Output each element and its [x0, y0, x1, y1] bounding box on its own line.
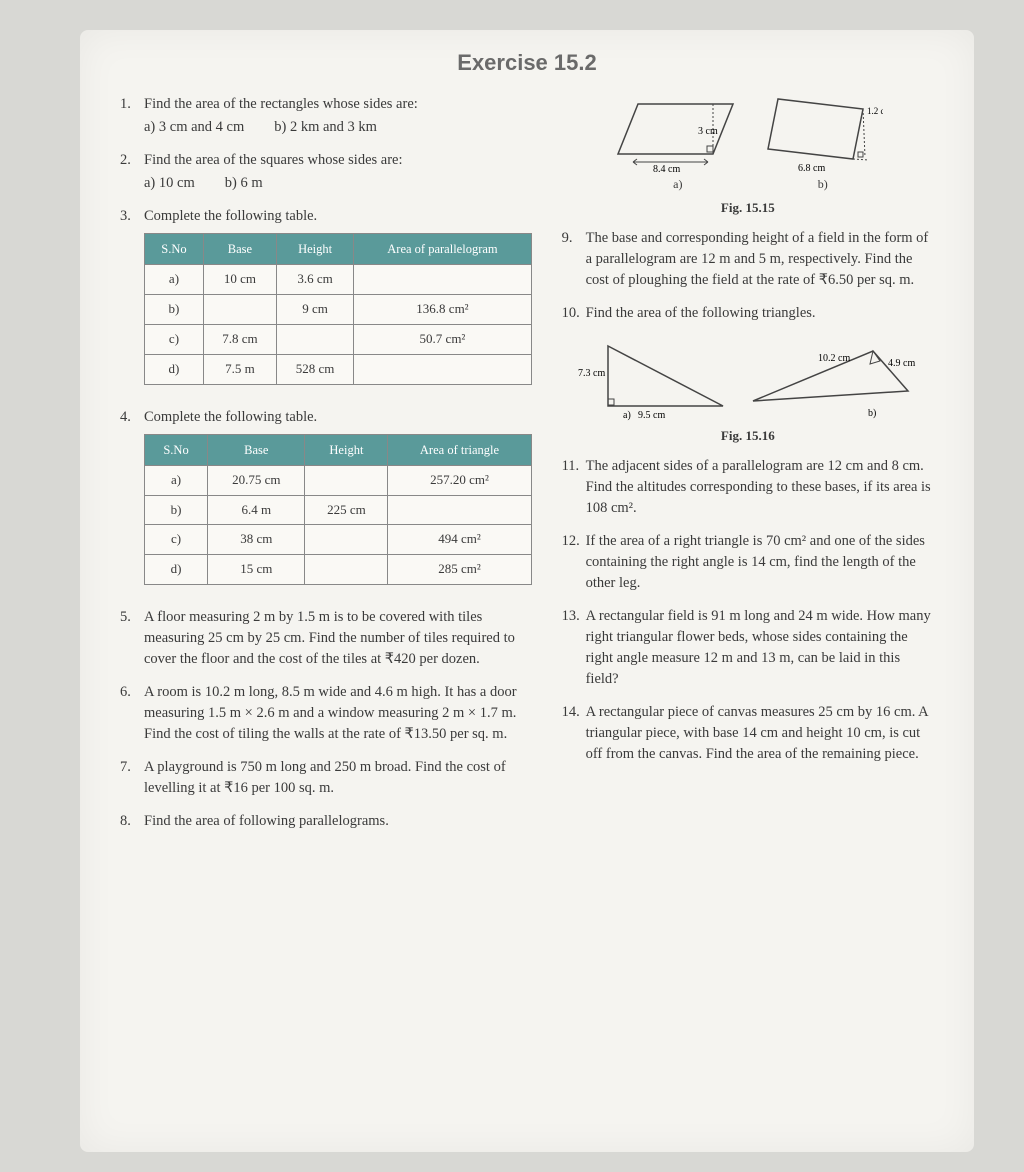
triangle-a: 7.3 cm 9.5 cm a): [578, 336, 728, 421]
q-num: 4.: [120, 407, 144, 596]
q-num: 2.: [120, 150, 144, 194]
left-column: 1. Find the area of the rectangles whose…: [120, 94, 532, 844]
q-text: A rectangular piece of canvas measures 2…: [586, 702, 934, 765]
th: S.No: [145, 234, 204, 265]
svg-text:3 cm: 3 cm: [698, 126, 718, 137]
q-num: 8.: [120, 811, 144, 832]
th: Area of parallelogram: [354, 234, 531, 265]
th: Base: [208, 434, 305, 465]
q2-a: a) 10 cm: [144, 173, 195, 194]
parallelogram-b: 1.2 cm 6.8 cm b): [763, 94, 883, 193]
question-5: 5. A floor measuring 2 m by 1.5 m is to …: [120, 607, 532, 670]
q-num: 14.: [562, 702, 586, 765]
q-text: A floor measuring 2 m by 1.5 m is to be …: [144, 607, 532, 670]
svg-text:4.9 cm: 4.9 cm: [888, 358, 915, 369]
svg-text:b): b): [868, 408, 876, 419]
table-q3: S.No Base Height Area of parallelogram a…: [144, 233, 532, 385]
parallelogram-a: 3 cm 8.4 cm a): [613, 94, 743, 193]
right-column: 3 cm 8.4 cm a) 1.2 cm 6.8 cm: [562, 94, 934, 844]
question-4: 4. Complete the following table. S.No Ba…: [120, 407, 532, 596]
q-num: 10.: [562, 303, 586, 324]
svg-text:a): a): [623, 410, 631, 421]
q-text: A rectangular field is 91 m long and 24 …: [586, 606, 934, 690]
th: Base: [203, 234, 276, 265]
q-text: Find the area of the squares whose sides…: [144, 152, 403, 168]
q-text: Find the area of the rectangles whose si…: [144, 96, 418, 112]
q-num: 6.: [120, 682, 144, 745]
th: Area of triangle: [388, 434, 531, 465]
fig-a-label: a): [613, 176, 743, 193]
page: Exercise 15.2 1. Find the area of the re…: [80, 30, 974, 1152]
exercise-title: Exercise 15.2: [120, 50, 934, 76]
q-text: Find the area of the following triangles…: [586, 303, 934, 324]
q-num: 9.: [562, 228, 586, 291]
th: Height: [305, 434, 388, 465]
q-num: 12.: [562, 531, 586, 594]
q-num: 5.: [120, 607, 144, 670]
q-text: Complete the following table.: [144, 409, 317, 425]
question-9: 9. The base and corresponding height of …: [562, 228, 934, 291]
q-text: Complete the following table.: [144, 208, 317, 224]
q-body: Complete the following table. S.No Base …: [144, 206, 532, 395]
th: S.No: [145, 434, 208, 465]
q-num: 3.: [120, 206, 144, 395]
q-text: A room is 10.2 m long, 8.5 m wide and 4.…: [144, 682, 532, 745]
q-num: 1.: [120, 94, 144, 138]
q-num: 11.: [562, 456, 586, 519]
question-6: 6. A room is 10.2 m long, 8.5 m wide and…: [120, 682, 532, 745]
q2-b: b) 6 m: [225, 173, 263, 194]
question-13: 13. A rectangular field is 91 m long and…: [562, 606, 934, 690]
svg-text:10.2 cm: 10.2 cm: [818, 353, 850, 364]
question-3: 3. Complete the following table. S.No Ba…: [120, 206, 532, 395]
question-2: 2. Find the area of the squares whose si…: [120, 150, 532, 194]
q-body: Complete the following table. S.No Base …: [144, 407, 532, 596]
question-8: 8. Find the area of following parallelog…: [120, 811, 532, 832]
q1-a: a) 3 cm and 4 cm: [144, 117, 244, 138]
q-num: 13.: [562, 606, 586, 690]
svg-text:7.3 cm: 7.3 cm: [578, 368, 605, 379]
q-text: A playground is 750 m long and 250 m bro…: [144, 757, 532, 799]
q-text: The adjacent sides of a parallelogram ar…: [586, 456, 934, 519]
table-q4: S.No Base Height Area of triangle a)20.7…: [144, 434, 532, 586]
columns: 1. Find the area of the rectangles whose…: [120, 94, 934, 844]
q-num: 7.: [120, 757, 144, 799]
fig-15-16: 7.3 cm 9.5 cm a) 10.2 cm 4.9 cm b): [562, 336, 934, 421]
q-body: Find the area of the rectangles whose si…: [144, 94, 532, 138]
triangle-b: 10.2 cm 4.9 cm b): [748, 336, 918, 421]
th: Height: [276, 234, 353, 265]
fig-15-16-caption: Fig. 15.16: [562, 427, 934, 446]
question-1: 1. Find the area of the rectangles whose…: [120, 94, 532, 138]
question-7: 7. A playground is 750 m long and 250 m …: [120, 757, 532, 799]
svg-text:6.8 cm: 6.8 cm: [798, 163, 825, 174]
fig-15-15: 3 cm 8.4 cm a) 1.2 cm 6.8 cm: [562, 94, 934, 193]
q-body: Find the area of the squares whose sides…: [144, 150, 532, 194]
q-text: If the area of a right triangle is 70 cm…: [586, 531, 934, 594]
fig-b-label: b): [763, 176, 883, 193]
question-11: 11. The adjacent sides of a parallelogra…: [562, 456, 934, 519]
q-text: Find the area of following parallelogram…: [144, 811, 532, 832]
q1-b: b) 2 km and 3 km: [274, 117, 377, 138]
q-text: The base and corresponding height of a f…: [586, 228, 934, 291]
question-12: 12. If the area of a right triangle is 7…: [562, 531, 934, 594]
fig-15-15-caption: Fig. 15.15: [562, 199, 934, 218]
svg-text:1.2 cm: 1.2 cm: [867, 106, 883, 116]
question-10: 10. Find the area of the following trian…: [562, 303, 934, 324]
svg-text:9.5 cm: 9.5 cm: [638, 410, 665, 421]
svg-text:8.4 cm: 8.4 cm: [653, 164, 680, 174]
question-14: 14. A rectangular piece of canvas measur…: [562, 702, 934, 765]
